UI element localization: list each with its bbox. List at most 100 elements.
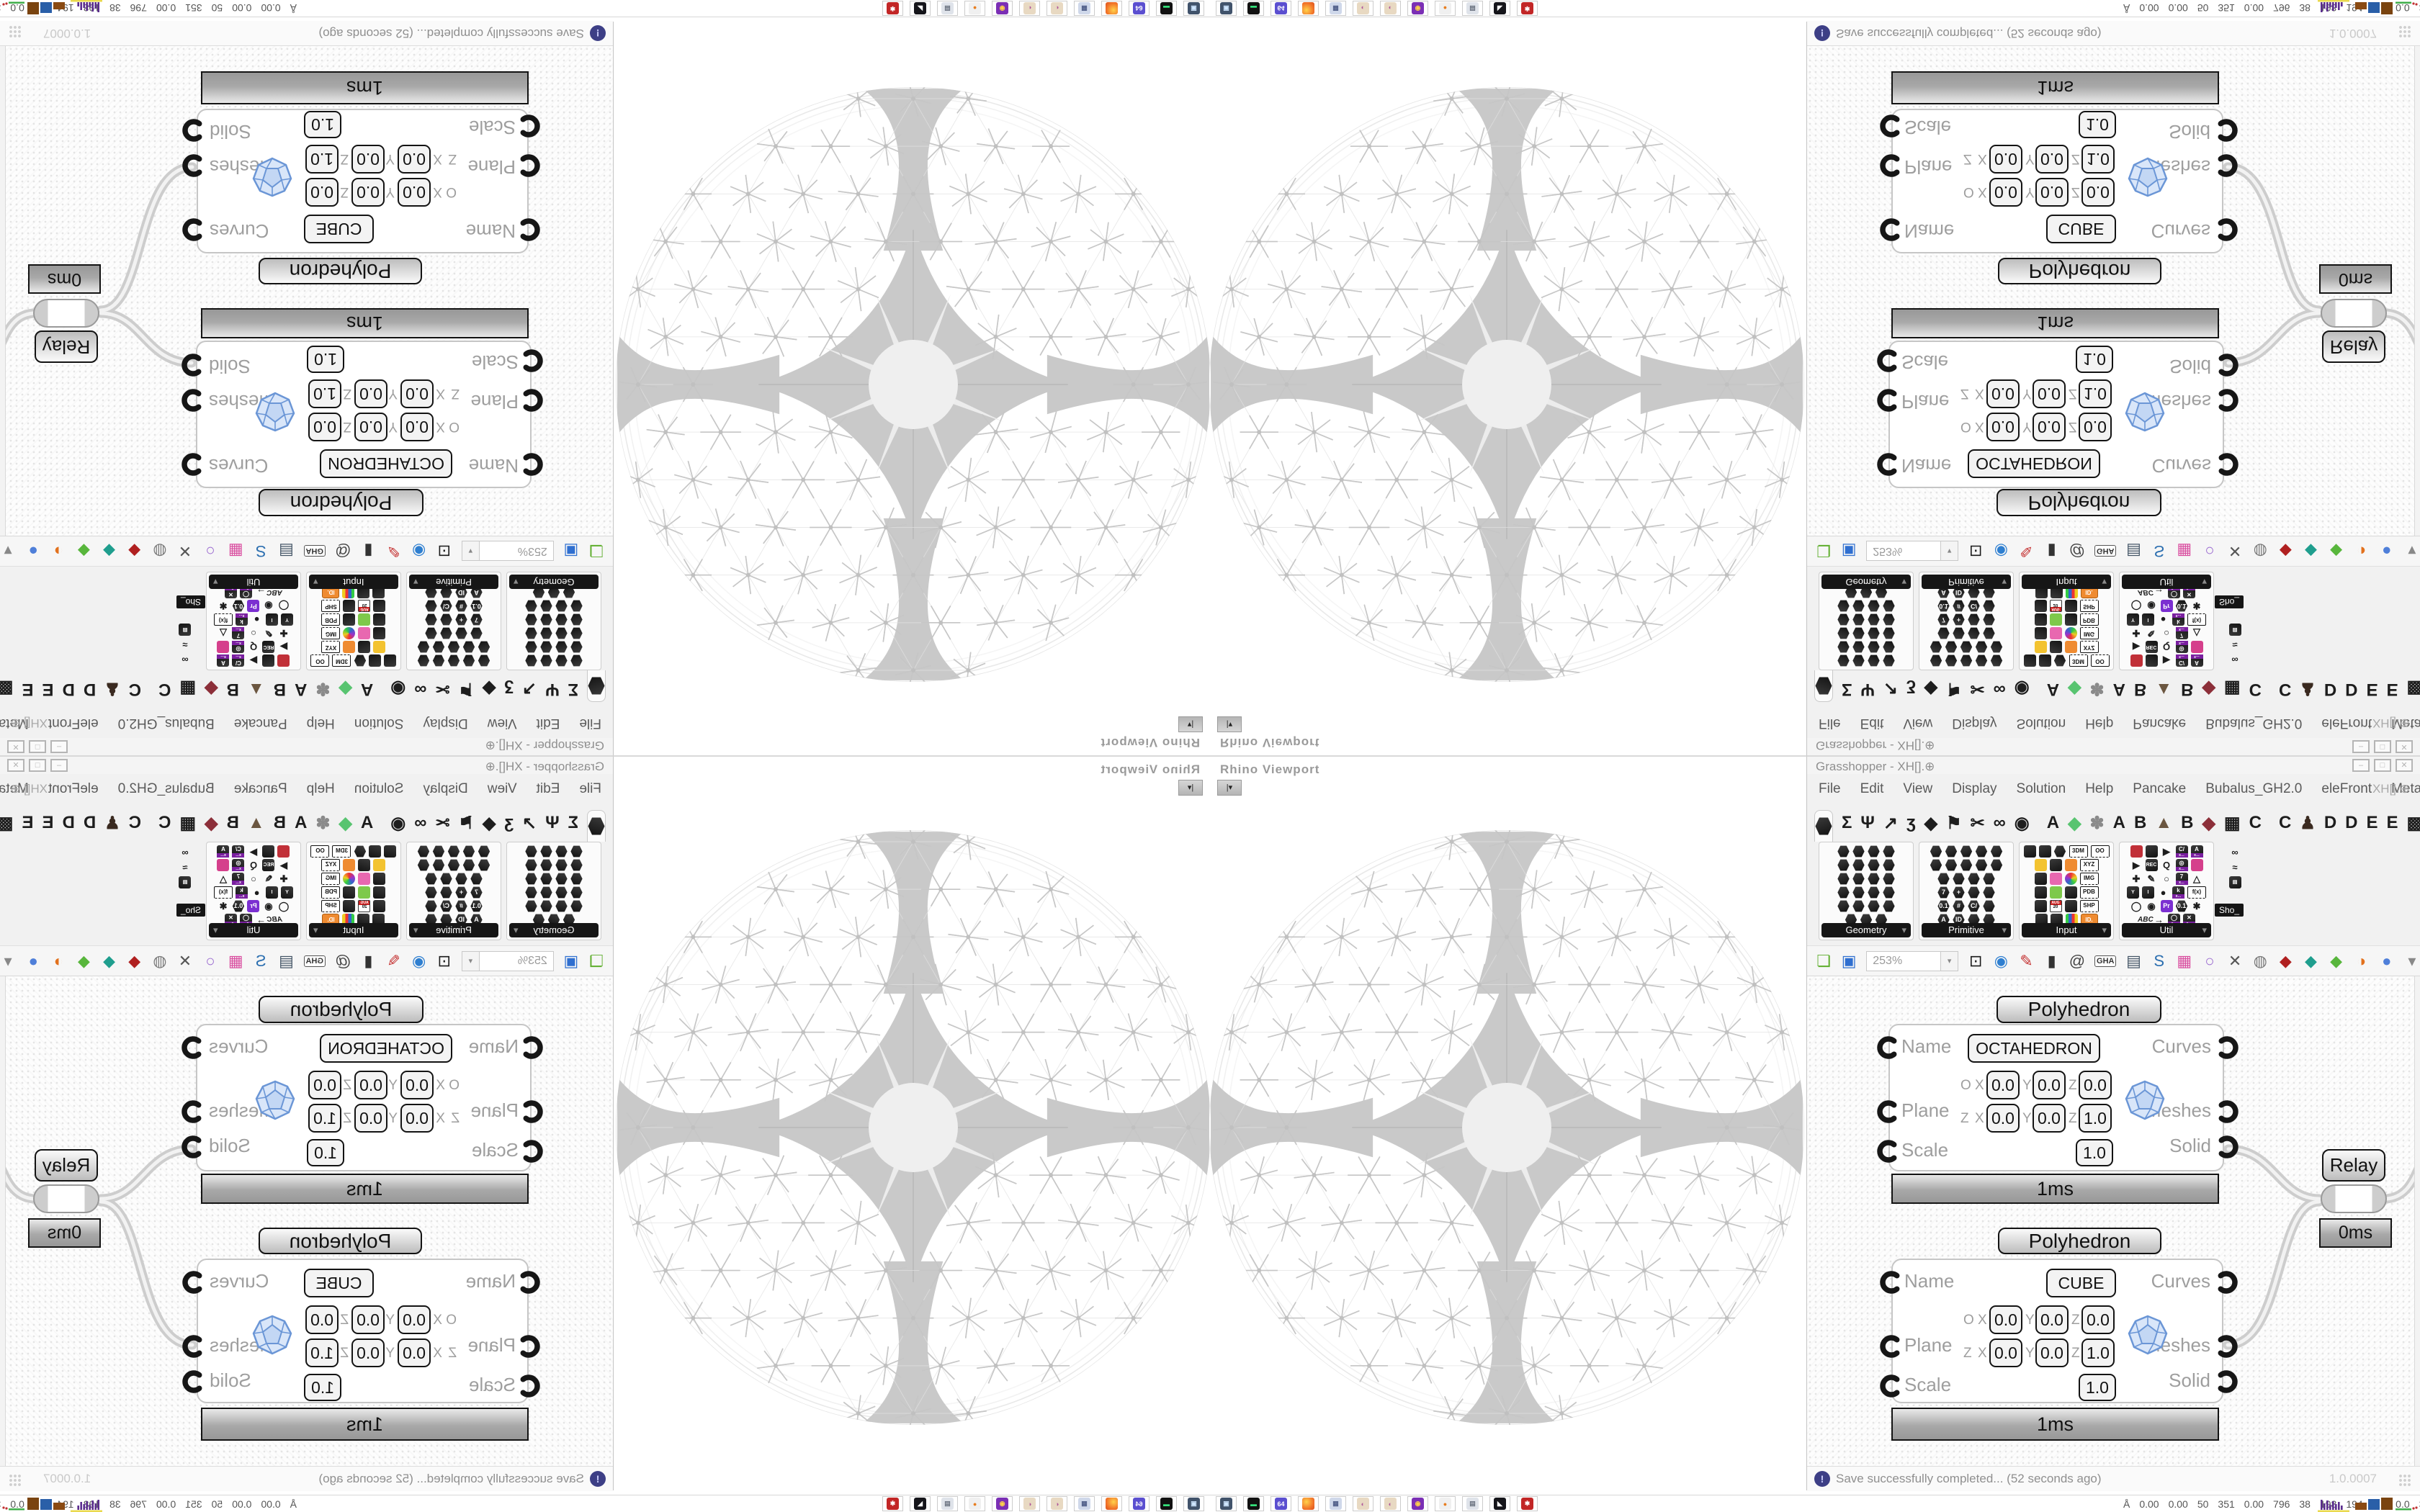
component-color-icon[interactable] [2130, 845, 2143, 858]
component-icon[interactable]: REC [2145, 641, 2158, 653]
sketch-pen-icon[interactable]: ✎ [387, 951, 400, 970]
gem-blue-icon[interactable]: ● [2382, 951, 2392, 970]
component-color-icon[interactable] [2049, 627, 2062, 639]
firefox-icon[interactable] [1101, 1, 1122, 16]
component-icon[interactable]: C/ [1968, 900, 1980, 912]
rhino-viewport-window[interactable]: Rhino Viewport |▾ [1210, 17, 1806, 756]
component-chip-icon[interactable]: 3DM [2069, 654, 2088, 667]
gha-assembly-icon[interactable]: GHA [303, 955, 326, 967]
component-icon[interactable]: C/ [1968, 600, 1980, 612]
component-icon[interactable] [478, 641, 490, 653]
tab-icon[interactable]: ♟ [2300, 813, 2316, 833]
tab-icon[interactable]: D [2323, 813, 2337, 832]
component-icon[interactable] [1937, 873, 1950, 885]
palette-label[interactable]: Geometry ▾ [1821, 575, 1911, 589]
palette-dropdown-icon[interactable]: ▾ [2202, 924, 2207, 935]
scale-value-box[interactable]: 1.0 [2079, 111, 2116, 138]
component-ribbon-icon[interactable]: 7 x… [232, 873, 245, 885]
component-icon[interactable] [384, 845, 397, 858]
polyhedron-node[interactable]: Name Plane Scale Curves Meshes Solid CUBE O X 0.0… [182, 109, 540, 253]
input-socket-plane[interactable] [516, 1333, 542, 1359]
component-icon[interactable]: ✱ [2192, 600, 2201, 611]
component-icon[interactable] [1983, 627, 1995, 639]
menu-file[interactable]: File [1819, 716, 1841, 731]
gem-red-icon[interactable]: ◆ [2279, 951, 2292, 970]
component-icon[interactable] [425, 627, 437, 639]
polyhedron-node[interactable]: Name Plane Scale Curves Meshes Solid CUBE O X 0.0… [1880, 109, 2238, 253]
component-icon[interactable] [1960, 845, 1973, 858]
output-socket-meshes[interactable] [181, 153, 207, 179]
plane-y-box[interactable]: 0.0 [2033, 379, 2066, 408]
component-icon[interactable]: I [2142, 886, 2154, 899]
tab-icon[interactable]: D [2323, 680, 2337, 699]
calendar-icon[interactable]: AUG 20 [2049, 900, 2062, 912]
palette-dropdown-icon[interactable]: ▾ [313, 577, 318, 588]
tab-icon[interactable]: C [128, 680, 142, 699]
component-icon[interactable] [448, 641, 460, 653]
component-color-icon[interactable]: Pr [2160, 600, 2173, 612]
gem-green-icon[interactable]: ◆ [2330, 951, 2342, 970]
component-icon[interactable]: I [266, 886, 278, 899]
gh-titlebar[interactable]: Grasshopper - XH[].⊕ – □ ✕ [0, 738, 613, 755]
plane-y-box[interactable]: 0.0 [354, 379, 387, 408]
component-icon[interactable] [373, 600, 386, 612]
preview-eye-icon[interactable]: ◉ [1994, 951, 2008, 970]
component-icon[interactable] [433, 845, 445, 858]
component-icon[interactable] [1983, 600, 1995, 612]
palette-dropdown-icon[interactable]: ▾ [413, 924, 418, 935]
menu-help[interactable]: Help [2085, 781, 2114, 796]
component-icon[interactable] [525, 900, 537, 912]
component-icon[interactable] [570, 641, 583, 653]
drive-utility-icon[interactable]: ▬ [1156, 1496, 1177, 1511]
component-icon[interactable] [540, 641, 552, 653]
output-socket-curves[interactable] [2214, 1035, 2240, 1061]
galapagos-icon[interactable]: ○ [205, 542, 215, 561]
component-icon[interactable] [1983, 873, 1995, 885]
plane-z-box[interactable]: 0.0 [2081, 1305, 2115, 1334]
cluster-box-icon[interactable]: ▦ [2177, 951, 2192, 970]
menu-view[interactable]: View [487, 781, 517, 796]
component-icon[interactable] [1837, 613, 1850, 626]
component-icon[interactable]: + [1953, 886, 1965, 899]
owl-app-icon[interactable]: ◉ [1407, 1, 1428, 16]
firefox-icon[interactable] [1298, 1, 1319, 16]
component-icon[interactable] [1852, 873, 1865, 885]
component-icon[interactable] [1837, 627, 1850, 639]
component-color-icon[interactable] [343, 859, 356, 871]
save-file-icon[interactable]: ▣ [563, 951, 579, 970]
close-button[interactable]: ✕ [2396, 759, 2413, 772]
tab-icon[interactable]: D [83, 680, 97, 699]
output-socket-meshes[interactable] [2213, 153, 2239, 179]
component-chip-icon[interactable]: XYZ [2079, 641, 2099, 653]
minimize-button[interactable]: – [50, 759, 68, 772]
node-header[interactable]: Polyhedron [1996, 996, 2161, 1023]
remote-icon[interactable]: @ [2069, 542, 2086, 561]
component-icon[interactable]: 7 [470, 613, 483, 626]
component-chip-icon[interactable]: PDB [2079, 886, 2099, 899]
blender-icon[interactable]: ● [1435, 1, 1456, 16]
plane-y-box[interactable]: 0.0 [354, 413, 387, 441]
component-icon[interactable] [1983, 613, 1995, 626]
document-icon[interactable]: ▤ [279, 542, 294, 561]
component-icon[interactable] [343, 900, 356, 912]
component-icon[interactable] [1953, 873, 1965, 885]
component-icon[interactable]: ID [1953, 914, 1965, 926]
scroll-app-icon[interactable]: ▤ [1462, 1, 1483, 16]
polyhedron-node[interactable]: Name Plane Scale Curves Meshes Solid OCTAHEDRO… [182, 341, 543, 488]
component-ribbon-icon[interactable]: 7 x… [2175, 627, 2188, 639]
tab-icon[interactable]: C [158, 680, 171, 699]
component-icon[interactable]: ✎ [264, 873, 273, 884]
floppy-64-icon[interactable]: 64 [1270, 1496, 1291, 1511]
tab-icon[interactable]: D [62, 680, 75, 699]
viewport-tab-button[interactable]: |▾ [1217, 780, 1242, 796]
plane-x-box[interactable]: 0.0 [1989, 1305, 2022, 1334]
component-icon[interactable] [1945, 845, 1958, 858]
output-socket-curves[interactable] [180, 451, 206, 477]
tab-icon[interactable]: C [128, 813, 142, 832]
name-value-box[interactable]: OCTAHEDRON [1968, 1034, 2100, 1063]
tab-icon[interactable]: ↗ [1883, 679, 1898, 699]
input-socket-plane[interactable] [519, 1099, 544, 1125]
floppy-64-icon[interactable]: 64 [1129, 1496, 1150, 1511]
relay-node-header[interactable]: Relay [35, 330, 98, 363]
